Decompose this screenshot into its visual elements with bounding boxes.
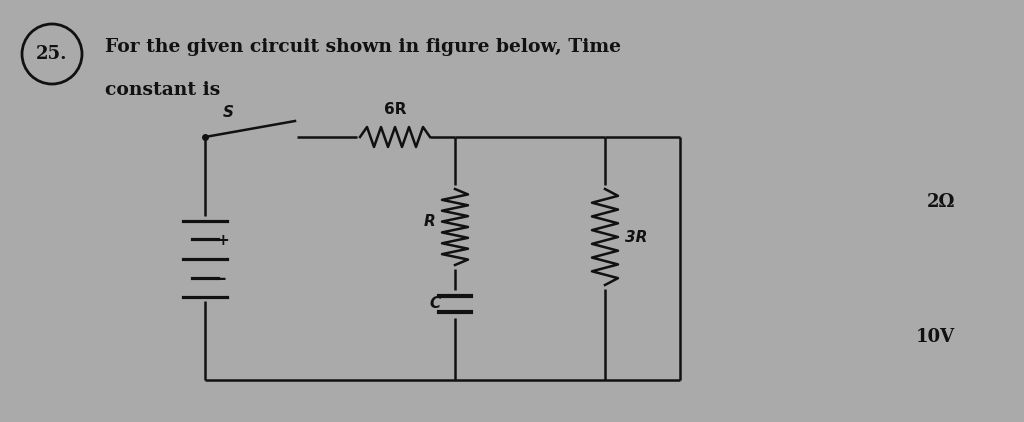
Text: constant is: constant is: [105, 81, 220, 99]
Text: +: +: [217, 233, 229, 248]
Text: R: R: [423, 214, 435, 230]
Text: For the given circuit shown in figure below, Time: For the given circuit shown in figure be…: [105, 38, 621, 56]
Text: 3R: 3R: [625, 230, 647, 244]
Text: 6R: 6R: [384, 102, 407, 117]
Text: C: C: [430, 297, 441, 311]
Text: S: S: [223, 105, 234, 120]
Text: 25.: 25.: [36, 45, 68, 63]
Text: -: -: [219, 270, 226, 287]
Text: 2Ω: 2Ω: [927, 193, 955, 211]
Text: 10V: 10V: [915, 328, 955, 346]
